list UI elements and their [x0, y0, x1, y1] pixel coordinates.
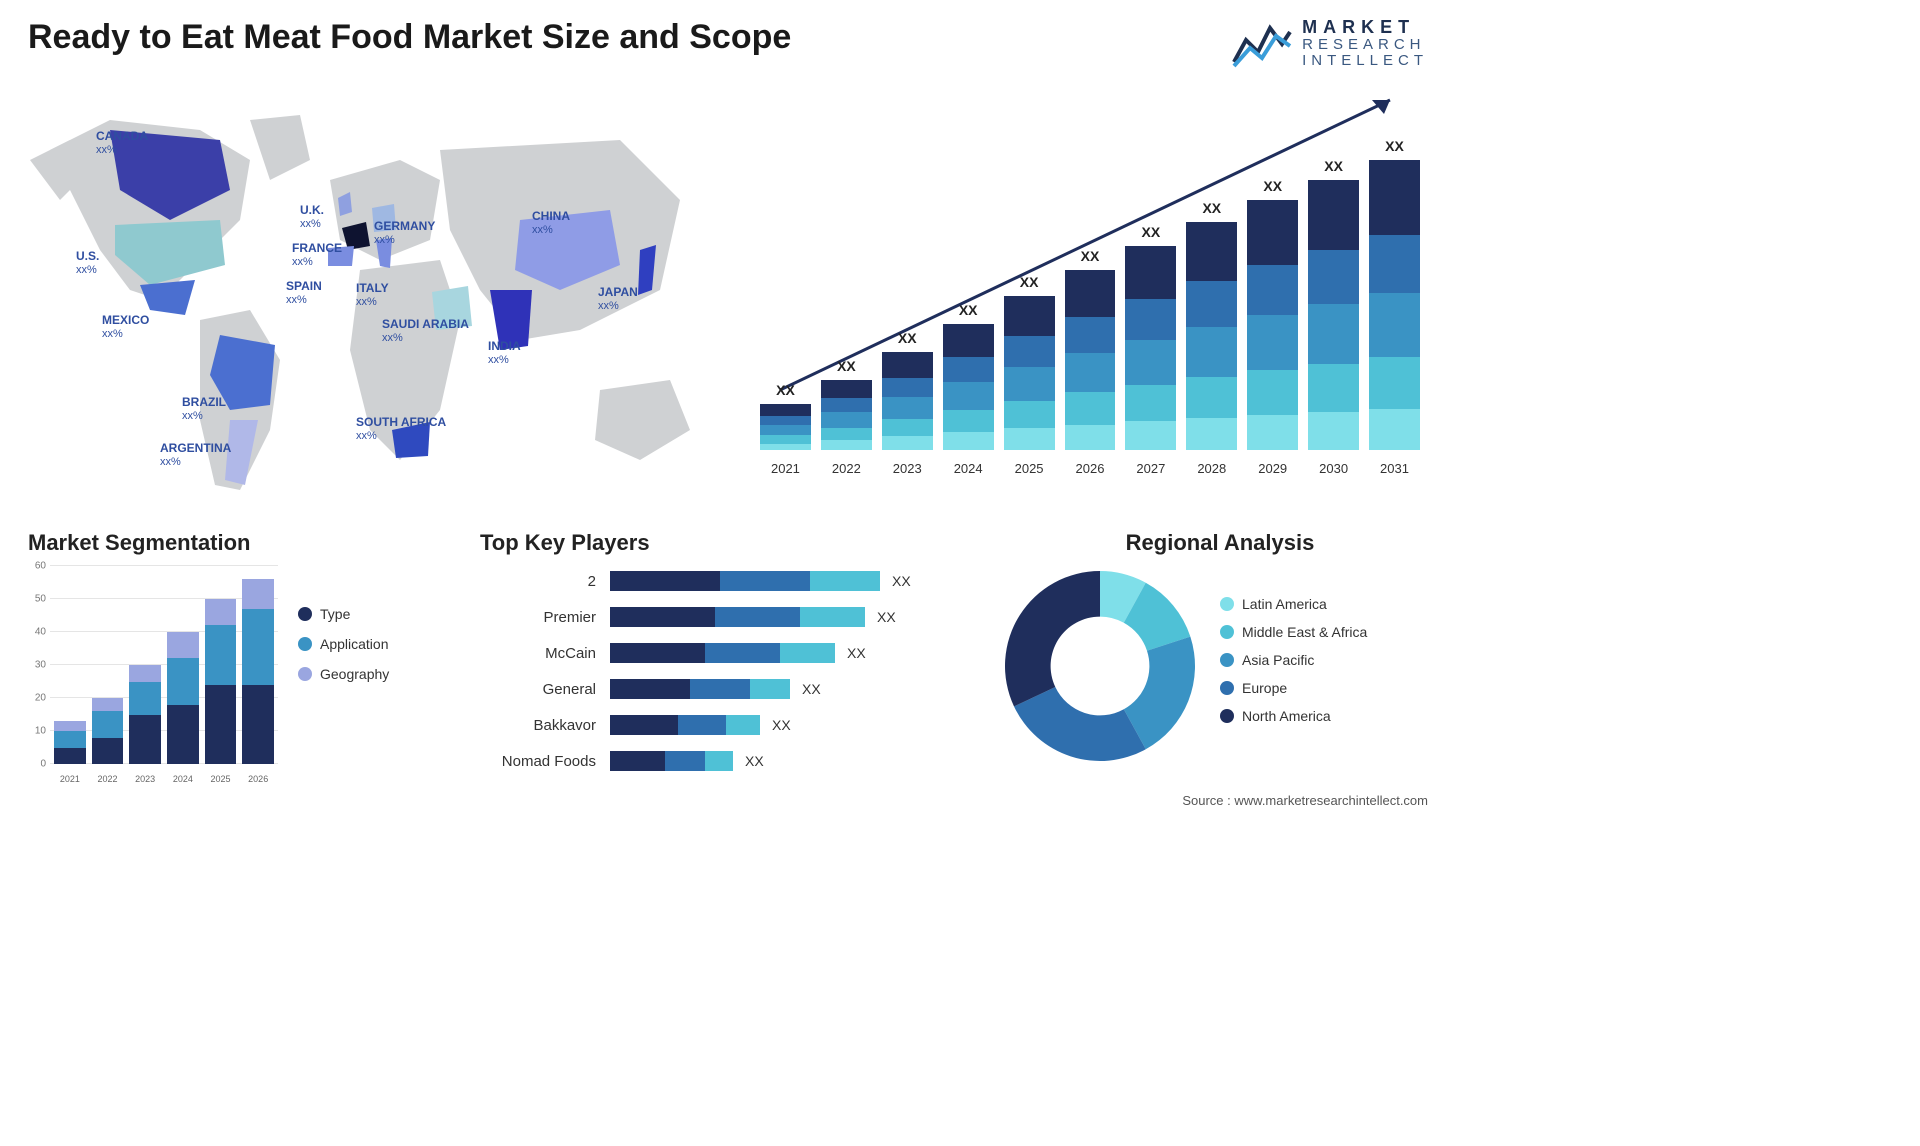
map-label: CHINAxx%: [532, 210, 570, 236]
map-label: INDIAxx%: [488, 340, 521, 366]
map-label: CANADAxx%: [96, 130, 148, 156]
donut-slice: [1014, 687, 1146, 761]
growth-x-label: 2028: [1186, 461, 1237, 476]
segmentation-title: Market Segmentation: [28, 530, 448, 556]
segmentation-bar: [92, 698, 124, 764]
player-row: BakkavorXX: [480, 710, 970, 740]
player-row: GeneralXX: [480, 674, 970, 704]
regional-title: Regional Analysis: [1000, 530, 1440, 556]
logo-icon: [1232, 18, 1292, 68]
regional-panel: Regional Analysis Latin America Middle Ea…: [1000, 530, 1440, 766]
map-label: SPAINxx%: [286, 280, 322, 306]
growth-bar: XX: [943, 324, 994, 450]
player-name: Nomad Foods: [480, 753, 610, 770]
legend-item: North America: [1220, 708, 1367, 724]
growth-x-label: 2021: [760, 461, 811, 476]
map-label: BRAZILxx%: [182, 396, 226, 422]
logo-line2: RESEARCH: [1302, 37, 1428, 53]
segmentation-bar: [129, 665, 161, 764]
growth-bar: XX: [1308, 180, 1359, 450]
growth-bar: XX: [1186, 222, 1237, 450]
segmentation-panel: Market Segmentation 0102030405060 202120…: [28, 530, 448, 786]
brand-logo: MARKET RESEARCH INTELLECT: [1232, 18, 1428, 68]
logo-line3: INTELLECT: [1302, 53, 1428, 69]
player-row: PremierXX: [480, 602, 970, 632]
world-map: CANADAxx% U.S.xx% MEXICOxx% BRAZILxx% ARGENT…: [20, 90, 720, 510]
growth-bar: XX: [882, 352, 933, 450]
map-label: U.S.xx%: [76, 250, 99, 276]
legend-item: Geography: [298, 666, 389, 682]
growth-x-label: 2024: [943, 461, 994, 476]
map-label: U.K.xx%: [300, 204, 324, 230]
segmentation-chart: 0102030405060 202120222023202420252026: [28, 566, 278, 786]
player-name: McCain: [480, 645, 610, 662]
page-title: Ready to Eat Meat Food Market Size and S…: [28, 18, 791, 57]
growth-chart: XXXXXXXXXXXXXXXXXXXXXX 20212022202320242…: [760, 100, 1420, 480]
player-name: Bakkavor: [480, 717, 610, 734]
growth-bar: XX: [1247, 200, 1298, 450]
regional-donut: [1000, 566, 1200, 766]
segmentation-bar: [205, 599, 237, 764]
map-label: ITALYxx%: [356, 282, 389, 308]
growth-x-label: 2027: [1125, 461, 1176, 476]
growth-x-label: 2031: [1369, 461, 1420, 476]
legend-item: Latin America: [1220, 596, 1367, 612]
map-country: [140, 280, 195, 315]
map-label: GERMANYxx%: [374, 220, 435, 246]
map-label: ARGENTINAxx%: [160, 442, 231, 468]
growth-bar: XX: [1125, 246, 1176, 450]
logo-line1: MARKET: [1302, 18, 1428, 37]
growth-bar: XX: [821, 380, 872, 450]
map-label: SAUDI ARABIAxx%: [382, 318, 469, 344]
segmentation-bar: [54, 721, 86, 764]
key-players-panel: Top Key Players 2XX PremierXX McCainXX Gene…: [480, 530, 970, 782]
growth-x-label: 2026: [1065, 461, 1116, 476]
player-row: 2XX: [480, 566, 970, 596]
legend-item: Application: [298, 636, 389, 652]
growth-x-label: 2025: [1004, 461, 1055, 476]
player-row: McCainXX: [480, 638, 970, 668]
growth-x-label: 2022: [821, 461, 872, 476]
growth-x-label: 2030: [1308, 461, 1359, 476]
growth-bar: XX: [760, 404, 811, 450]
player-name: 2: [480, 573, 610, 590]
donut-slice: [1005, 571, 1100, 706]
segmentation-legend: Type Application Geography: [298, 606, 389, 696]
map-label: MEXICOxx%: [102, 314, 149, 340]
growth-x-label: 2029: [1247, 461, 1298, 476]
map-label: FRANCExx%: [292, 242, 342, 268]
map-label: SOUTH AFRICAxx%: [356, 416, 446, 442]
growth-bar: XX: [1004, 296, 1055, 450]
growth-bar: XX: [1369, 160, 1420, 450]
growth-x-label: 2023: [882, 461, 933, 476]
player-name: Premier: [480, 609, 610, 626]
growth-bar: XX: [1065, 270, 1116, 450]
player-row: Nomad FoodsXX: [480, 746, 970, 776]
source-text: Source : www.marketresearchintellect.com: [1182, 793, 1428, 808]
segmentation-bar: [242, 579, 274, 764]
legend-item: Asia Pacific: [1220, 652, 1367, 668]
regional-legend: Latin America Middle East & Africa Asia Pa…: [1220, 596, 1367, 736]
segmentation-bar: [167, 632, 199, 764]
key-players-title: Top Key Players: [480, 530, 970, 556]
legend-item: Europe: [1220, 680, 1367, 696]
player-name: General: [480, 681, 610, 698]
legend-item: Middle East & Africa: [1220, 624, 1367, 640]
map-label: JAPANxx%: [598, 286, 638, 312]
legend-item: Type: [298, 606, 389, 622]
